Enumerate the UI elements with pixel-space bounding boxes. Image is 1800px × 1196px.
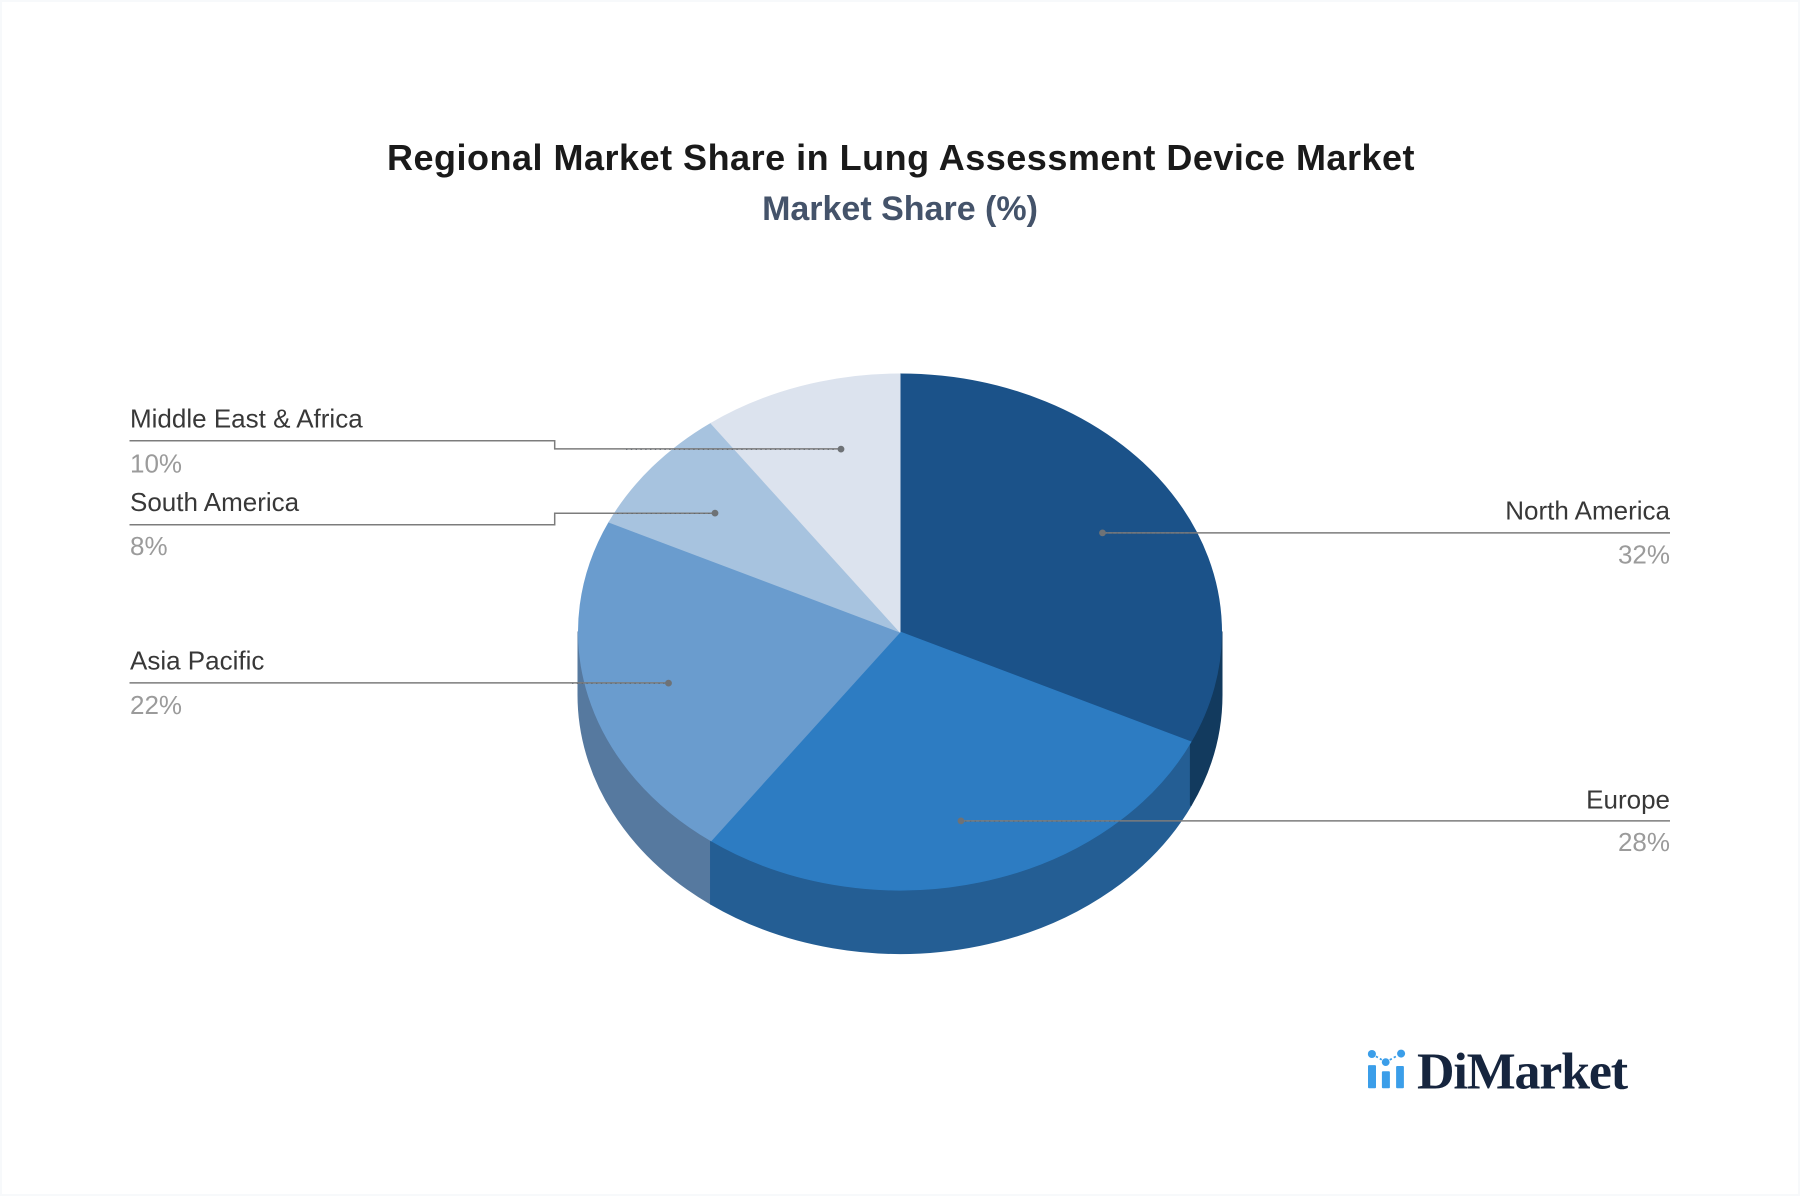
svg-text:10%: 10% xyxy=(130,448,182,478)
svg-text:South America: South America xyxy=(130,487,300,517)
svg-text:Market Share (%): Market Share (%) xyxy=(762,190,1038,228)
svg-text:22%: 22% xyxy=(130,690,182,720)
svg-text:Asia Pacific: Asia Pacific xyxy=(130,645,264,675)
svg-text:North America: North America xyxy=(1505,496,1670,526)
svg-text:DiMarket: DiMarket xyxy=(1417,1043,1629,1100)
svg-text:32%: 32% xyxy=(1618,539,1670,569)
svg-text:28%: 28% xyxy=(1618,827,1670,857)
svg-text:8%: 8% xyxy=(130,531,168,561)
svg-text:Middle East & Africa: Middle East & Africa xyxy=(130,404,363,434)
svg-text:Europe: Europe xyxy=(1586,784,1670,814)
svg-text:Regional Market Share in Lung: Regional Market Share in Lung Assessment… xyxy=(387,137,1415,178)
